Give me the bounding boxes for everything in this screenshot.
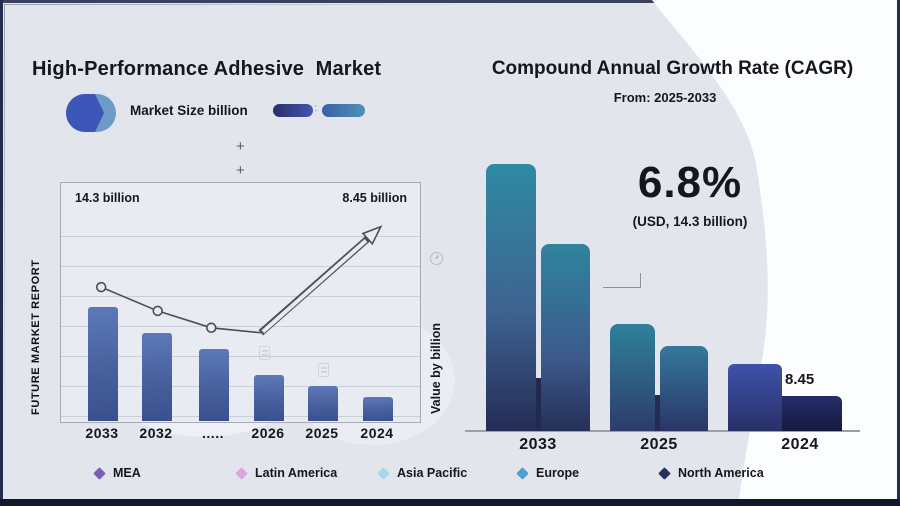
gradient-pill-icon [273, 104, 313, 117]
market-size-bar [199, 349, 229, 421]
legend-item-asia-pacific: Asia Pacific [377, 466, 468, 480]
growth-arrow-icon [361, 225, 383, 246]
legend-diamond-icon [658, 466, 671, 480]
document-icon [318, 363, 329, 377]
x-axis-year-label: 2025 [305, 425, 339, 441]
legend-label: Asia Pacific [397, 466, 468, 480]
x-axis-labels: 2033 2032..... 2026 2025 2024 [60, 425, 421, 443]
plus-icon: + [236, 138, 245, 155]
x-axis-year-label: ..... [202, 425, 224, 441]
legend-diamond-icon [516, 466, 529, 480]
document-icon [259, 346, 270, 360]
x-axis-year-label: 2033 [85, 425, 119, 441]
cagr-bar-primary [728, 364, 782, 431]
market-size-bar [254, 375, 284, 421]
cagr-value: 6.8% [637, 158, 743, 207]
x-axis-year-label: 2024 [360, 425, 394, 441]
frame-right-edge [897, 0, 900, 506]
cagr-bar-primary [486, 164, 536, 431]
x-axis-year-label: 2024 [781, 436, 819, 453]
x-axis-labels: 2033 2025 2024 [460, 436, 870, 456]
market-size-bar [142, 333, 172, 421]
vertical-watermark: FUTURE MARKET REPORT [30, 259, 42, 415]
frame-bottom-edge [0, 499, 900, 506]
bar-join [655, 395, 660, 431]
legend-item-north-america: North America [658, 466, 764, 480]
corner-line-icon [603, 273, 641, 288]
x-axis-year-label: 2033 [519, 436, 557, 453]
cagr-subtitle: From: 2025-2033 [613, 90, 717, 105]
market-size-chart-panel: 14.3 billion 8.45 billion [60, 182, 421, 423]
legend-item-europe: Europe [516, 466, 580, 480]
cagr-bar-secondary [660, 346, 708, 431]
x-axis-year-label: 2026 [251, 425, 285, 441]
x-axis-year-label: 2025 [640, 436, 678, 453]
clock-icon [430, 252, 443, 265]
frame-top-edge [0, 0, 900, 3]
legend-diamond-icon [93, 466, 106, 480]
trend-line-and-arrow [95, 225, 383, 336]
market-size-bars [61, 183, 420, 422]
market-size-legend-label: Market Size billion [130, 103, 248, 118]
inner-border-line [4, 4, 5, 459]
x-axis-year-label: 2032 [139, 425, 173, 441]
inner-border-line [4, 4, 524, 5]
market-size-bar [363, 397, 393, 421]
legend-diamond-icon [377, 466, 390, 480]
bar-join [536, 378, 541, 431]
legend-diamond-icon [235, 466, 248, 480]
market-size-bar [88, 307, 118, 421]
cagr-bar-secondary [782, 396, 842, 431]
region-legend: MEA Latin America Asia Pacific Europe North … [0, 466, 900, 484]
market-size-bar [308, 386, 338, 421]
legend-label: MEA [113, 466, 141, 480]
legend-label: Europe [536, 466, 580, 480]
legend-item-mea: MEA [93, 466, 141, 480]
cagr-bar-chart [460, 150, 870, 432]
cagr-bar-primary [610, 324, 655, 431]
frame-left-edge [0, 0, 3, 506]
start-value-label: 14.3 billion [75, 191, 140, 205]
legend-label: North America [678, 466, 764, 480]
market-size-pill-icon [66, 94, 116, 132]
pill-separator: : [314, 103, 318, 114]
value-axis-label: Value by billion [429, 323, 443, 414]
page-title: High-Performance Adhesive Market [32, 58, 382, 80]
legend-item-latin-america: Latin America [235, 466, 338, 480]
end-value-label: 8.45 billion [342, 191, 407, 205]
cagr-note: (USD, 14.3 billion) [632, 214, 748, 229]
cagr-title: Compound Annual Growth Rate (CAGR) [491, 58, 854, 79]
gradient-pill-icon [322, 104, 365, 117]
plus-icon: + [236, 162, 245, 179]
cagr-bar-secondary [541, 244, 590, 431]
value-2024-label: 8.45 [785, 371, 815, 388]
legend-label: Latin America [255, 466, 338, 480]
